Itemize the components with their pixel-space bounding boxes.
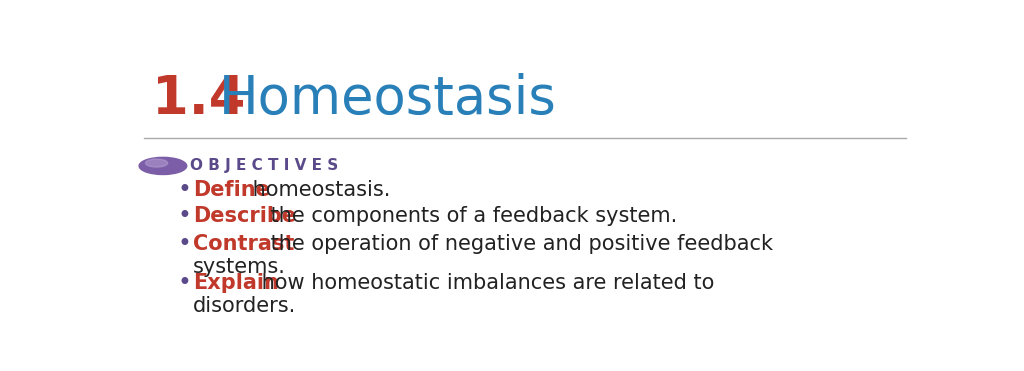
Text: systems.: systems.	[194, 257, 286, 278]
Text: Explain: Explain	[194, 273, 279, 293]
Text: homeostasis.: homeostasis.	[247, 180, 391, 200]
Text: •: •	[178, 233, 191, 256]
Text: how homeostatic imbalances are related to: how homeostatic imbalances are related t…	[255, 273, 715, 293]
Circle shape	[145, 159, 168, 167]
Text: •: •	[178, 204, 191, 228]
Text: Homeostasis: Homeostasis	[219, 73, 557, 125]
Text: the components of a feedback system.: the components of a feedback system.	[264, 206, 678, 226]
Text: Contrast: Contrast	[194, 234, 295, 255]
Text: •: •	[178, 178, 191, 202]
Text: 1.4: 1.4	[152, 73, 245, 125]
Text: disorders.: disorders.	[194, 296, 296, 316]
Text: •: •	[178, 271, 191, 295]
Text: Define: Define	[194, 180, 270, 200]
Text: Describe: Describe	[194, 206, 296, 226]
Text: O B J E C T I V E S: O B J E C T I V E S	[189, 158, 338, 173]
Text: the operation of negative and positive feedback: the operation of negative and positive f…	[264, 234, 773, 255]
Circle shape	[139, 157, 186, 174]
